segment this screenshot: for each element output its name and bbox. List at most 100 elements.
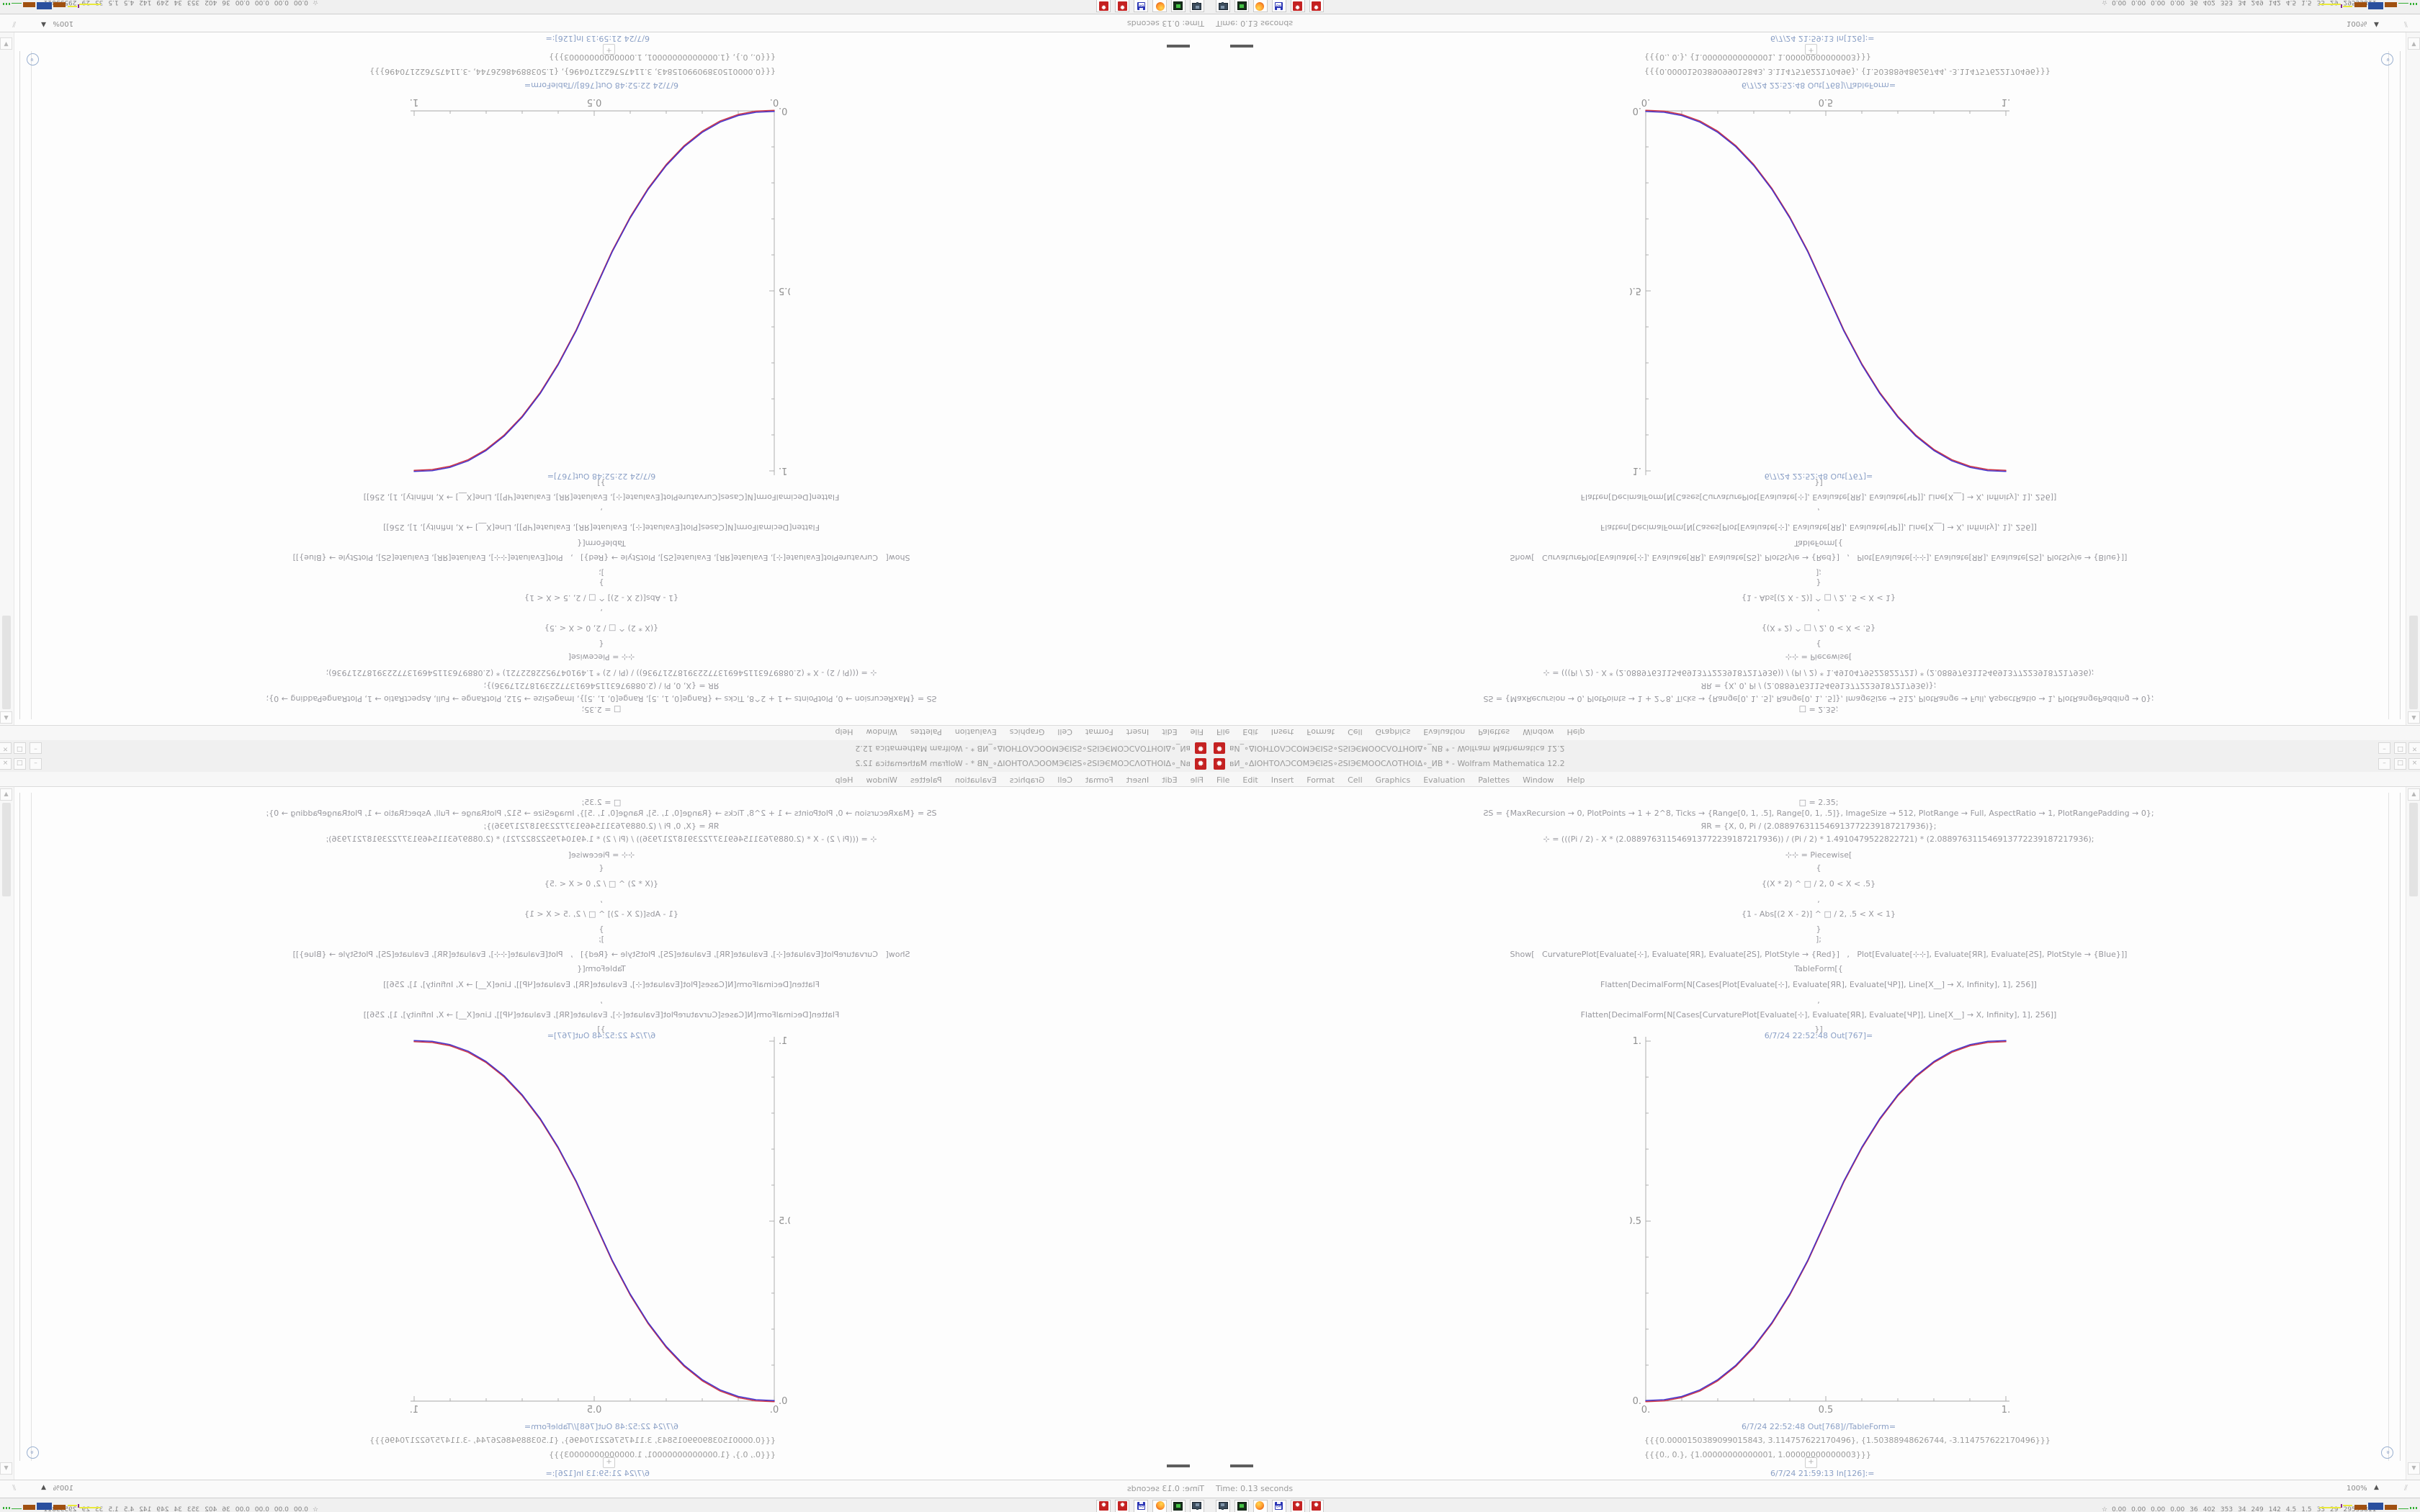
cell-bracket-inner[interactable] [19,51,20,719]
scroll-up-icon[interactable]: ▲ [2408,788,2420,801]
menu-item[interactable]: Help [835,775,853,785]
menu-item[interactable]: Edit [1242,727,1258,737]
cell-bracket-outer[interactable] [2388,793,2389,1461]
menu-item[interactable]: Evaluation [1423,727,1466,737]
minimize-button[interactable]: – [30,742,42,754]
scroll-down-icon[interactable]: ▼ [0,1462,12,1475]
menu-item[interactable]: Format [1085,775,1113,785]
taskbar-screencapture-button[interactable] [1216,0,1230,12]
minimize-button[interactable]: – [2378,742,2390,754]
magnification-dropdown-icon[interactable]: ▲ [41,1484,46,1491]
menu-item[interactable]: File [1190,727,1204,737]
vertical-scrollbar-thumb[interactable] [2,616,11,709]
magnification-value[interactable]: 100% [53,1485,73,1493]
minimize-button[interactable]: – [30,758,42,770]
menu-item[interactable]: Window [866,775,897,785]
window-resize-grip[interactable]: ⫽ [2404,19,2408,29]
insert-cell-button[interactable]: + [1805,44,1817,55]
title-bar[interactable]: ✹ ʙИ_∘ΔΙΟΗΤΟΛƆCOMЭЄΙƧЅ∘ƧЅΙЭЄΜΟΟCΛΟΤΗΟΙΔ∘… [0,756,1210,773]
title-bar[interactable]: ✹ ʙИ_∘ΔΙΟΗΤΟΛƆCOMЭЄΙƧЅ∘ƧЅΙЭЄΜΟΟCΛΟΤΗΟΙΔ∘… [0,739,1210,756]
taskbar-screencapture-button[interactable] [1190,1500,1204,1512]
maximize-button[interactable]: □ [2394,742,2406,754]
cell-bracket-outer[interactable] [31,51,32,719]
show-more-output-icon[interactable]: » [27,53,39,66]
vertical-scrollbar-thumb[interactable] [2409,616,2418,709]
title-bar[interactable]: ✹ ʙИ_∘ΔΙΟΗΤΟΛƆCOMЭЄΙƧЅ∘ƧЅΙЭЄΜΟΟCΛΟΤΗΟΙΔ∘… [1210,756,2420,773]
vertical-scrollbar[interactable]: ▲ ▼ [0,32,14,725]
menu-item[interactable]: File [1216,727,1230,737]
taskbar-green-device-button[interactable] [1171,0,1186,12]
taskbar-mathematica-button-1[interactable]: ✹ [1115,0,1129,12]
menu-item[interactable]: Window [866,727,897,737]
vertical-scrollbar-thumb[interactable] [2,803,11,896]
vertical-scrollbar[interactable]: ▲ ▼ [0,787,14,1480]
maximize-button[interactable]: □ [2394,758,2406,770]
menu-item[interactable]: Insert [1126,727,1150,737]
cell-bracket-inner[interactable] [2400,51,2401,719]
taskbar-firefox-button[interactable] [1253,1500,1268,1512]
taskbar-save-64-button[interactable]: 64 [1272,1500,1286,1512]
close-button[interactable]: × [2408,758,2420,770]
insert-cell-button[interactable]: + [603,44,615,55]
notebook-content[interactable]: □ = 2.35; ƧS = {MaxRecursion → 0, PlotPoi… [0,32,1210,725]
taskbar-mathematica-button-2[interactable]: ✹ [1309,1500,1324,1512]
taskbar-mathematica-button-2[interactable]: ✹ [1096,1500,1111,1512]
menu-item[interactable]: Evaluation [954,727,997,737]
minimize-button[interactable]: – [2378,758,2390,770]
taskbar-firefox-button[interactable] [1152,0,1167,12]
menu-item[interactable]: Help [835,727,853,737]
scroll-down-icon[interactable]: ▼ [2408,1462,2420,1475]
menu-item[interactable]: Edit [1162,775,1178,785]
taskbar-mathematica-button-2[interactable]: ✹ [1309,0,1324,12]
horizontal-scrollbar-thumb[interactable] [1230,45,1253,48]
horizontal-scrollbar-thumb[interactable] [1167,45,1190,48]
menu-item[interactable]: Format [1307,775,1335,785]
menu-item[interactable]: Evaluation [1423,775,1466,785]
magnification-value[interactable]: 100% [2347,1485,2367,1493]
magnification-value[interactable]: 100% [2347,19,2367,27]
scroll-down-icon[interactable]: ▼ [2408,37,2420,50]
vertical-scrollbar-thumb[interactable] [2409,803,2418,896]
notebook-content[interactable]: □ = 2.35; ƧS = {MaxRecursion → 0, PlotPoi… [1210,32,2420,725]
show-more-output-icon[interactable]: » [2381,53,2393,66]
taskbar-mathematica-button-1[interactable]: ✹ [1291,1500,1305,1512]
title-bar[interactable]: ✹ ʙИ_∘ΔΙΟΗΤΟΛƆCOMЭЄΙƧЅ∘ƧЅΙЭЄΜΟΟCΛΟΤΗΟΙΔ∘… [1210,739,2420,756]
taskbar-green-device-button[interactable] [1234,1500,1249,1512]
menu-item[interactable]: Cell [1057,727,1072,737]
menu-item[interactable]: Edit [1162,727,1178,737]
menu-item[interactable]: Help [1567,775,1585,785]
show-more-output-icon[interactable]: » [2381,1446,2393,1459]
vertical-scrollbar[interactable]: ▲ ▼ [2406,32,2420,725]
scroll-up-icon[interactable]: ▲ [0,711,12,724]
menu-item[interactable]: Cell [1348,775,1363,785]
horizontal-scrollbar-thumb[interactable] [1167,1464,1190,1467]
menu-item[interactable]: Window [1523,775,1554,785]
menu-item[interactable]: Palettes [1478,775,1510,785]
close-button[interactable]: × [0,758,12,770]
menu-item[interactable]: Format [1085,727,1113,737]
scroll-up-icon[interactable]: ▲ [0,788,12,801]
menu-item[interactable]: Evaluation [954,775,997,785]
menu-item[interactable]: Window [1523,727,1554,737]
show-more-output-icon[interactable]: » [27,1446,39,1459]
taskbar-firefox-button[interactable] [1152,1500,1167,1512]
magnification-value[interactable]: 100% [53,19,73,27]
horizontal-scrollbar-thumb[interactable] [1230,1464,1253,1467]
menu-item[interactable]: Graphics [1009,775,1045,785]
menu-item[interactable]: Edit [1242,775,1258,785]
maximize-button[interactable]: □ [14,742,26,754]
menu-item[interactable]: Graphics [1375,775,1411,785]
menu-item[interactable]: Palettes [1478,727,1510,737]
taskbar-mathematica-button-1[interactable]: ✹ [1291,0,1305,12]
cell-bracket-inner[interactable] [2400,793,2401,1461]
taskbar-screencapture-button[interactable] [1216,1500,1230,1512]
taskbar-save-64-button[interactable]: 64 [1134,1500,1148,1512]
menu-item[interactable]: Insert [1270,727,1294,737]
taskbar-mathematica-button-2[interactable]: ✹ [1096,0,1111,12]
menu-item[interactable]: File [1190,775,1204,785]
magnification-dropdown-icon[interactable]: ▲ [2374,1484,2379,1491]
cell-bracket-inner[interactable] [19,793,20,1461]
menu-item[interactable]: Palettes [910,775,942,785]
menu-item[interactable]: Cell [1348,727,1363,737]
taskbar-mathematica-button-1[interactable]: ✹ [1115,1500,1129,1512]
